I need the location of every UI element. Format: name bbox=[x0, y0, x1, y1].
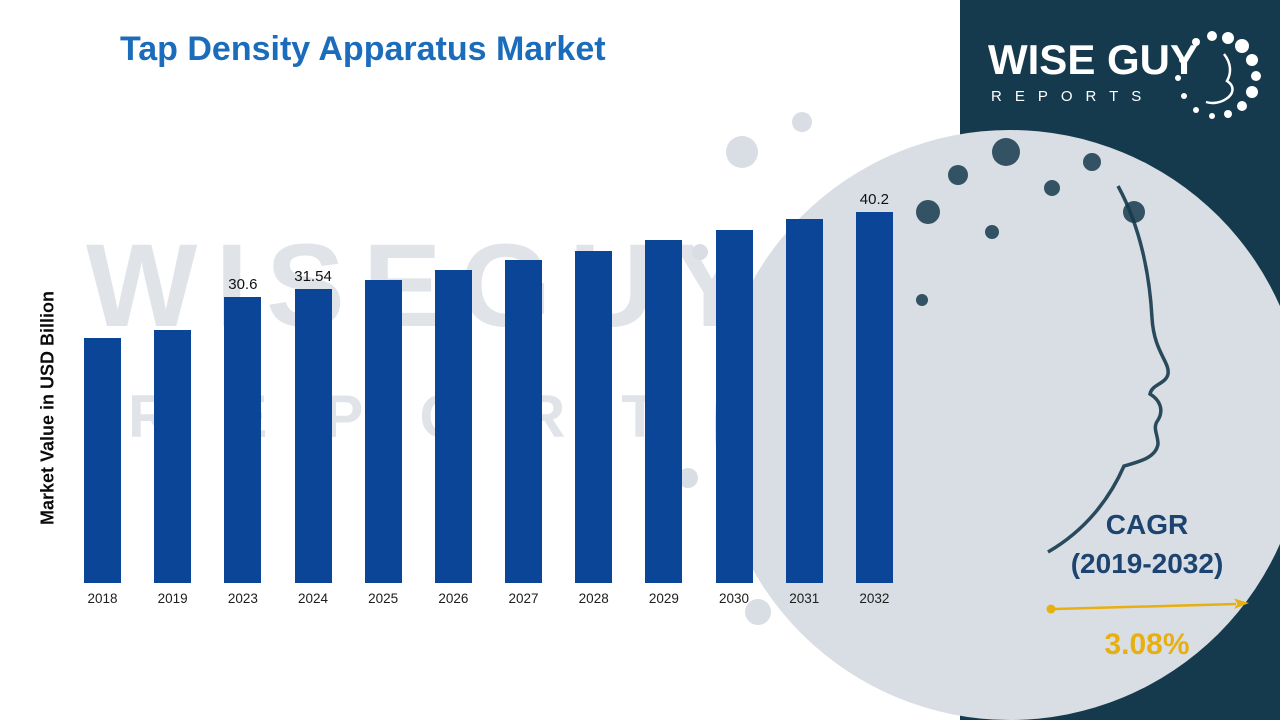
bar-group-2031: 2031 bbox=[785, 191, 823, 606]
x-tick-label: 2024 bbox=[297, 591, 329, 606]
x-tick-label: 2027 bbox=[508, 591, 539, 606]
bar-group-2023: 30.6 2023 bbox=[224, 191, 262, 606]
bar-2029 bbox=[645, 240, 683, 583]
x-tick-label: 2018 bbox=[87, 591, 118, 606]
watermark-wiseguy: WISEGUY bbox=[86, 220, 770, 352]
bar-group-2027: 2027 bbox=[505, 191, 543, 606]
logo-face-icon bbox=[1175, 31, 1261, 119]
bar-group-2030: 2030 bbox=[715, 191, 753, 606]
logo-subtitle: REPORTS bbox=[991, 88, 1155, 105]
bar-group-2026: 2026 bbox=[434, 191, 472, 606]
x-tick-label: 2026 bbox=[438, 591, 469, 606]
bar-value-label: 40.2 bbox=[859, 191, 889, 208]
x-tick-label: 2028 bbox=[578, 591, 609, 606]
bar-value-label: 31.54 bbox=[294, 267, 332, 285]
bar-2027 bbox=[505, 260, 543, 583]
x-tick-label: 2030 bbox=[719, 591, 750, 606]
x-tick-label: 2029 bbox=[648, 591, 679, 606]
y-axis-label: Market Value in USD Billion bbox=[37, 290, 58, 526]
bar-2032 bbox=[855, 212, 893, 583]
cagr-label: CAGR bbox=[1105, 509, 1189, 540]
bar-2026 bbox=[434, 270, 472, 583]
x-tick-label: 2019 bbox=[157, 591, 188, 606]
bar-group-2024: 31.54 2024 bbox=[294, 191, 332, 606]
bar-2028 bbox=[575, 250, 613, 583]
bar-2019 bbox=[154, 330, 192, 583]
bar-2024 bbox=[294, 288, 332, 583]
bar-2031 bbox=[785, 219, 823, 583]
bar-group-2028: 2028 bbox=[575, 191, 613, 606]
chart-title: Tap Density Apparatus Market bbox=[120, 30, 606, 68]
bar-value-label: 30.6 bbox=[228, 276, 258, 294]
bar-group-2025: 2025 bbox=[364, 191, 402, 606]
bar-plot: 2018 2019 30.6 2023 31.54 2024 2025 2026 2027 202… bbox=[84, 191, 893, 606]
logo-wordmark: WISE GUY bbox=[988, 36, 1199, 83]
bar-2030 bbox=[715, 230, 753, 583]
cagr-arrow-icon bbox=[1046, 598, 1249, 614]
bar-group-2032: 40.2 2032 bbox=[855, 191, 893, 606]
bar-group-2018: 2018 bbox=[84, 191, 121, 606]
x-tick-label: 2031 bbox=[789, 591, 820, 606]
bar-group-2029: 2029 bbox=[645, 191, 683, 606]
bar-group-2019: 2019 bbox=[154, 191, 192, 606]
cagr-range: (2019-2032) bbox=[1070, 548, 1224, 580]
logo-text: WISE GUY REPORTS bbox=[988, 36, 1198, 105]
wiseguy-logo: WISE GUY REPORTS bbox=[970, 28, 1270, 128]
bar-2025 bbox=[364, 279, 402, 583]
cagr-block: CAGR (2019-2032) 3.08% bbox=[1032, 505, 1262, 662]
x-tick-label: 2032 bbox=[859, 591, 890, 606]
x-tick-label: 2023 bbox=[227, 591, 258, 606]
bar-2023 bbox=[224, 297, 262, 583]
cagr-value: 3.08% bbox=[1104, 628, 1190, 662]
bar-2018 bbox=[84, 337, 121, 583]
x-tick-label: 2025 bbox=[368, 591, 399, 606]
